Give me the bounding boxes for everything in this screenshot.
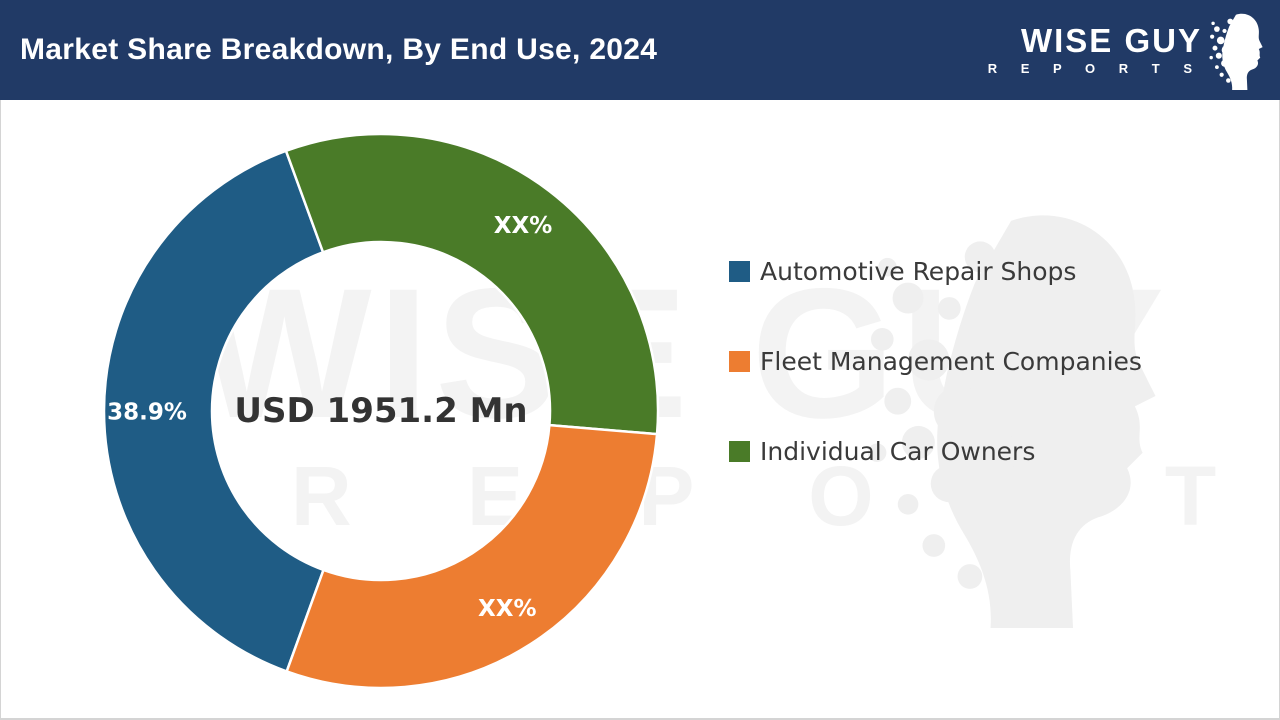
- legend-label: Individual Car Owners: [760, 436, 1036, 466]
- legend-swatch-individual-car-owners: [729, 440, 750, 462]
- donut-segment: [102, 149, 325, 673]
- donut-chart: 38.9% XX% XX%: [102, 132, 660, 690]
- chart-center-value: USD 1951.2 Mn: [234, 391, 528, 431]
- legend-item-individual-car-owners: Individual Car Owners: [729, 435, 1142, 467]
- slice-label: 38.9%: [107, 399, 187, 425]
- legend-item-automotive-repair-shops: Automotive Repair Shops: [729, 255, 1142, 287]
- brand-subtitle: R E P O R T S: [987, 60, 1202, 76]
- donut-segment: [285, 423, 659, 690]
- brand-logo: WISE GUY R E P O R T S: [988, 10, 1266, 90]
- legend-label: Fleet Management Companies: [760, 346, 1142, 376]
- brand-face-icon: [1204, 10, 1266, 90]
- header: Market Share Breakdown, By End Use, 2024…: [0, 0, 1280, 100]
- legend-label: Automotive Repair Shops: [760, 256, 1077, 286]
- legend-swatch-automotive-repair-shops: [729, 260, 750, 282]
- legend-swatch-fleet-management-companies: [729, 350, 750, 372]
- brand-logo-text: WISE GUY R E P O R T S: [987, 21, 1202, 77]
- legend-item-fleet-management-companies: Fleet Management Companies: [729, 345, 1142, 377]
- slice-label: XX%: [478, 596, 537, 622]
- legend: Automotive Repair Shops Fleet Management…: [729, 255, 1142, 467]
- donut-segment: [284, 132, 660, 436]
- brand-name: WISE GUY: [1020, 21, 1202, 59]
- slice-label: XX%: [494, 213, 553, 239]
- chart-area: WISE GUY R E P O R T S 38.9%XX%XX% USD 1…: [0, 100, 1280, 720]
- page-title: Market Share Breakdown, By End Use, 2024: [20, 33, 658, 66]
